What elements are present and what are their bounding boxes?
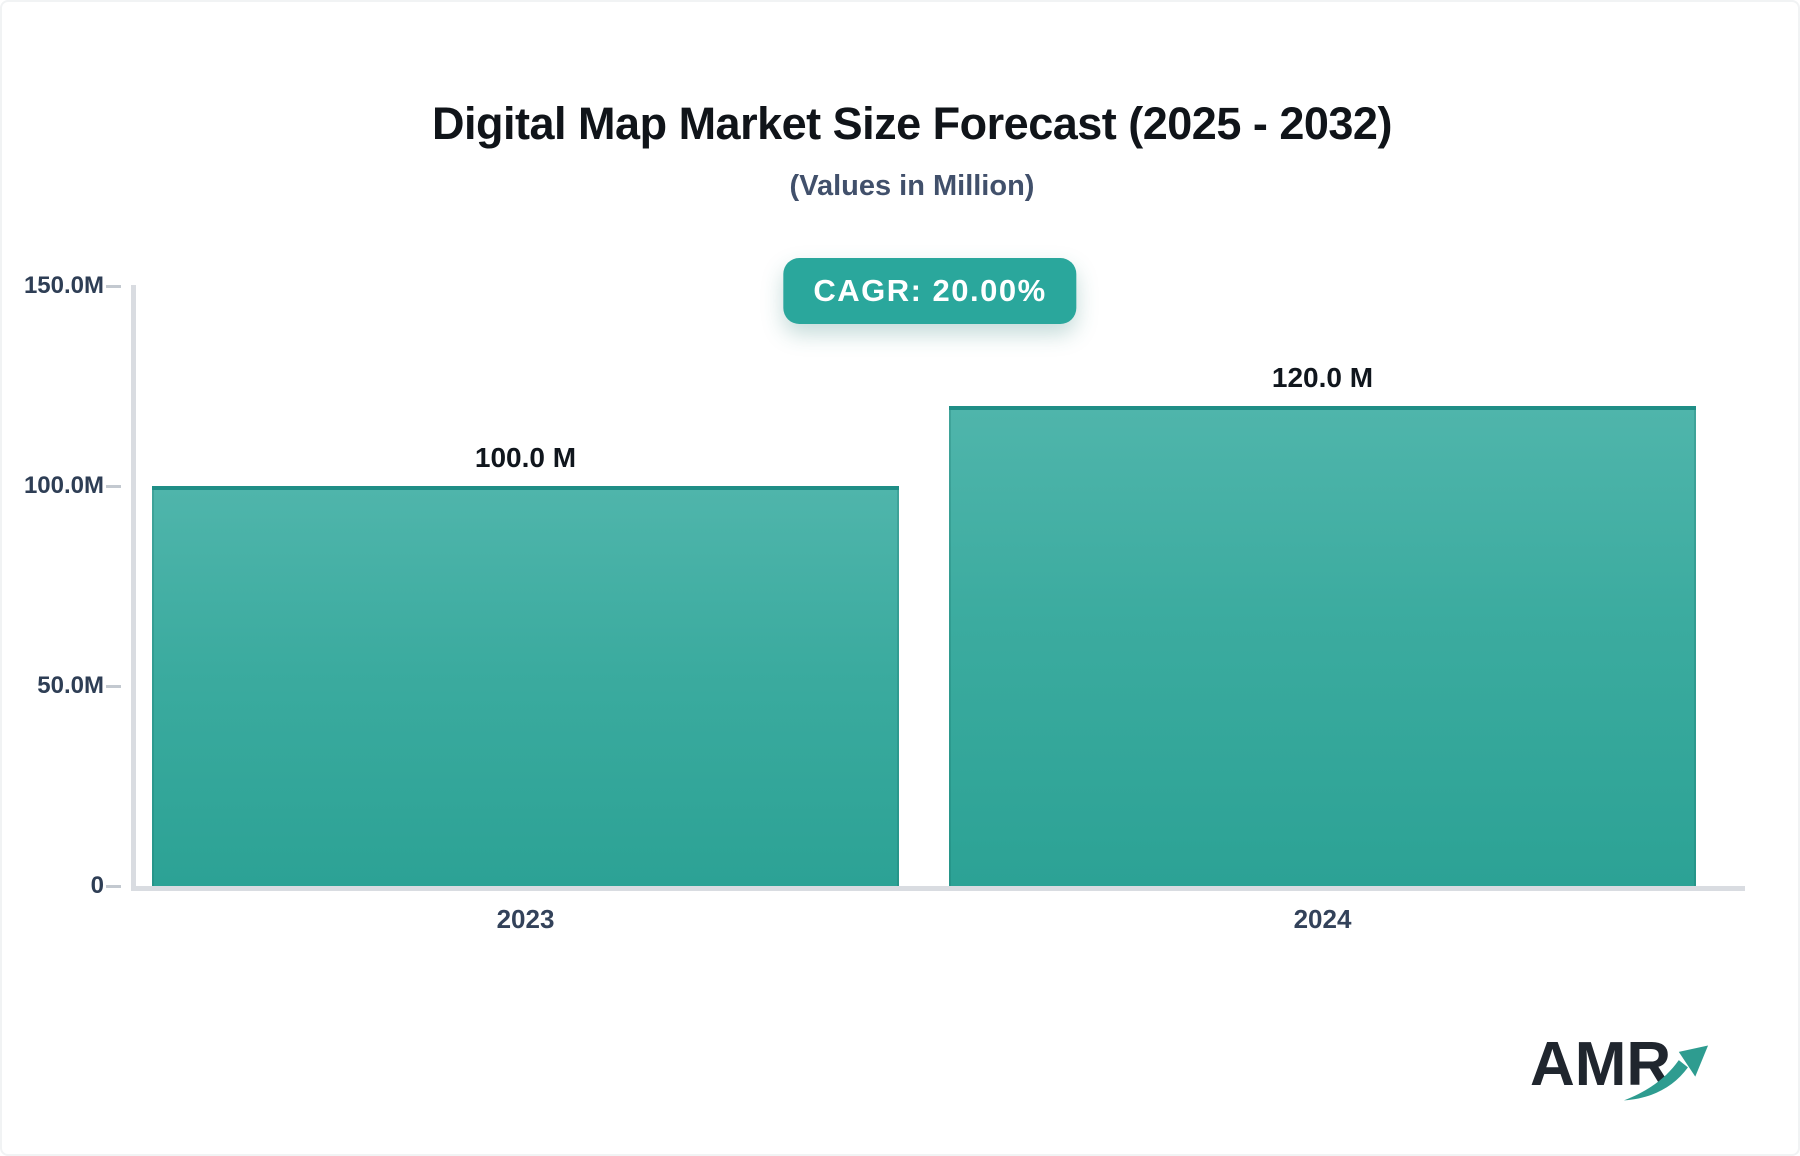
x-axis-label: 2024 <box>1293 904 1352 934</box>
growth-arrow-icon <box>1623 1045 1709 1101</box>
bar-value-label: 120.0 M <box>1271 362 1374 393</box>
y-tick-label: 50.0M <box>37 672 104 699</box>
y-tick-mark <box>106 485 121 488</box>
amr-logo-text: AMR <box>1530 1030 1672 1099</box>
amr-logo: AMR <box>1530 1032 1730 1124</box>
y-tick-mark <box>106 685 121 688</box>
y-axis-line <box>131 285 136 891</box>
bar-value-label: 100.0 M <box>474 442 577 473</box>
cagr-badge: CAGR: 20.00% <box>783 258 1077 324</box>
y-tick-label: 0 <box>90 872 104 899</box>
y-tick-mark <box>106 885 121 888</box>
y-tick-mark <box>106 285 121 288</box>
chart-title: Digital Map Market Size Forecast (2025 -… <box>432 98 1392 149</box>
bar-2023 <box>152 486 899 886</box>
y-tick-label: 100.0M <box>23 472 104 499</box>
x-axis-label: 2023 <box>496 904 555 934</box>
chart-subtitle: (Values in Million) <box>789 170 1035 202</box>
bar-2024 <box>949 406 1696 886</box>
y-tick-label: 150.0M <box>23 272 104 299</box>
x-axis-line <box>131 886 1745 891</box>
